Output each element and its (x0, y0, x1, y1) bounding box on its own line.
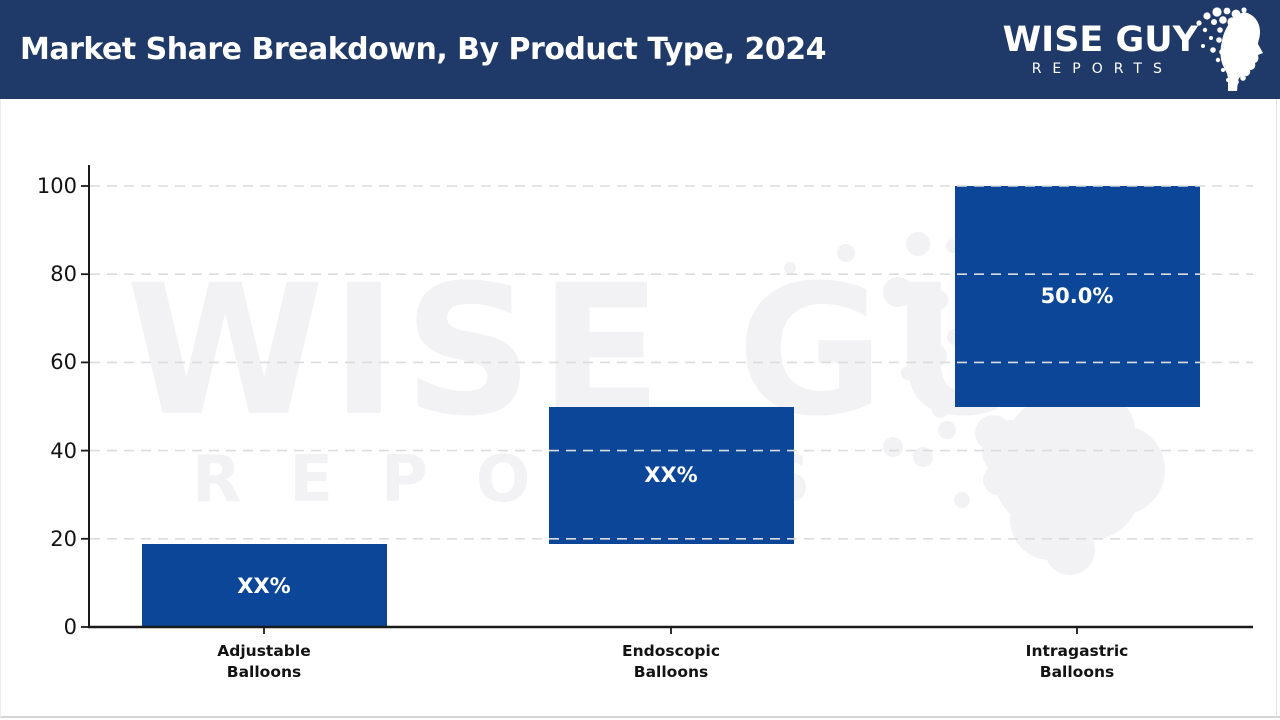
logo-subtitle: REPORTS (1031, 60, 1173, 77)
y-tick-label-60: 60 (50, 350, 77, 375)
chart-title: Market Share Breakdown, By Product Type,… (20, 32, 826, 67)
y-tick-label-80: 80 (50, 262, 77, 287)
bar-endoscopic-balloons: XX% (548, 406, 794, 545)
figure-border-bottom (0, 716, 1280, 718)
logo-text: WISE GUY REPORTS (1002, 19, 1198, 77)
y-tick-label-100: 100 (36, 174, 77, 198)
x-tick-label-line: Intragastric (1025, 642, 1129, 660)
x-tick-label-line: Adjustable (217, 642, 311, 660)
figure-border-right (1276, 99, 1277, 717)
bar-value-label: 50.0% (1040, 284, 1114, 309)
bar-value-label: XX% (644, 463, 698, 488)
logo-face-icon (1196, 6, 1263, 91)
logo-wordmark: WISE GUY (1002, 19, 1198, 60)
x-tick-label-intragastric-balloons: Intragastric Balloons (967, 641, 1187, 683)
x-tick-label-line: Endoscopic (621, 642, 721, 660)
x-tick-label-line: Balloons (633, 663, 709, 681)
x-tick-label-line: Balloons (226, 663, 302, 681)
y-tick-label-0: 0 (63, 615, 77, 639)
bar-value-label: XX% (237, 573, 291, 598)
bar-adjustable-balloons: XX% (141, 544, 387, 627)
x-tick-label-line: Balloons (1039, 663, 1115, 681)
figure-border-left (0, 99, 1, 717)
x-tick-label-adjustable-balloons: Adjustable Balloons (154, 641, 374, 683)
y-tick-label-20: 20 (50, 526, 77, 551)
y-tick-label-40: 40 (50, 438, 77, 463)
header-bar: Market Share Breakdown, By Product Type,… (0, 0, 1280, 99)
bar-intragastric-balloons: 50.0% (954, 186, 1200, 407)
logo: WISE GUY REPORTS (1002, 6, 1266, 93)
x-tick-label-endoscopic-balloons: Endoscopic Balloons (561, 641, 781, 683)
